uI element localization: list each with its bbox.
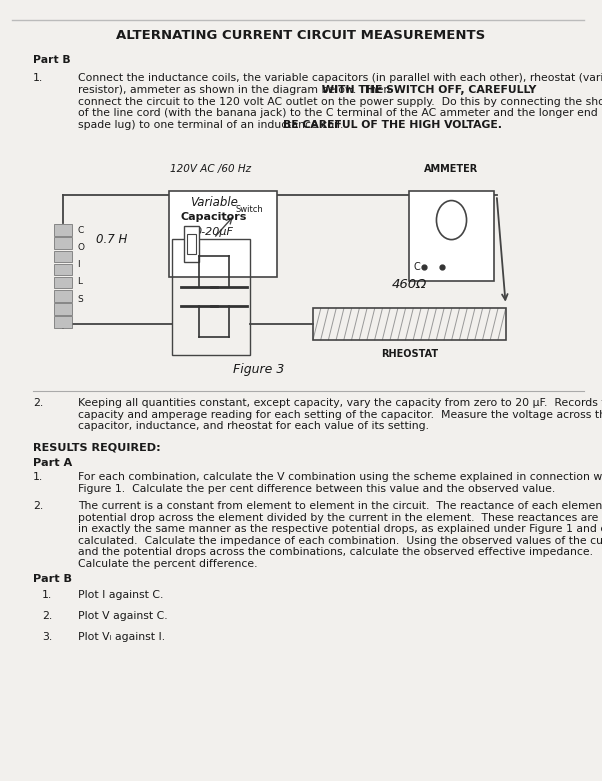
Bar <box>54 264 72 276</box>
Text: I: I <box>77 260 79 269</box>
Text: Figure 3: Figure 3 <box>233 363 285 376</box>
FancyBboxPatch shape <box>169 191 277 277</box>
Bar <box>54 251 72 262</box>
Bar <box>54 277 72 288</box>
Text: and the potential drops across the combinations, calculate the observed effectiv: and the potential drops across the combi… <box>78 547 593 558</box>
Bar <box>54 237 72 249</box>
Text: 1.: 1. <box>33 73 43 84</box>
Text: capacitor, inductance, and rheostat for each value of its setting.: capacitor, inductance, and rheostat for … <box>78 422 429 431</box>
Text: BE CAREFUL OF THE HIGH VOLTAGE.: BE CAREFUL OF THE HIGH VOLTAGE. <box>283 119 502 130</box>
Bar <box>54 290 72 301</box>
Text: spade lug) to one terminal of an inductance coil.: spade lug) to one terminal of an inducta… <box>78 119 350 130</box>
Bar <box>54 303 72 315</box>
Text: Switch: Switch <box>236 205 264 215</box>
Text: For each combination, calculate the V combination using the scheme explained in : For each combination, calculate the V co… <box>78 473 602 483</box>
Text: AMMETER: AMMETER <box>424 164 479 174</box>
Text: 2.: 2. <box>42 611 52 621</box>
Text: RESULTS REQUIRED:: RESULTS REQUIRED: <box>33 442 161 452</box>
Bar <box>172 239 250 355</box>
Text: of the line cord (with the banana jack) to the C terminal of the AC ammeter and : of the line cord (with the banana jack) … <box>78 108 602 118</box>
Text: Keeping all quantities constant, except capacity, vary the capacity from zero to: Keeping all quantities constant, except … <box>78 398 602 408</box>
Text: 0.7 H: 0.7 H <box>96 234 128 246</box>
Text: 460Ω: 460Ω <box>392 278 427 291</box>
Text: Variable: Variable <box>190 196 238 209</box>
Bar <box>187 234 196 254</box>
Text: connect the circuit to the 120 volt AC outlet on the power supply.  Do this by c: connect the circuit to the 120 volt AC o… <box>78 97 602 106</box>
Text: S: S <box>77 294 83 304</box>
Text: in exactly the same manner as the respective potential drops, as explained under: in exactly the same manner as the respec… <box>78 524 602 534</box>
Text: 120V AC /60 Hz: 120V AC /60 Hz <box>170 164 251 174</box>
Text: The current is a constant from element to element in the circuit.  The reactance: The current is a constant from element t… <box>78 501 602 512</box>
Text: calculated.  Calculate the impedance of each combination.  Using the observed va: calculated. Calculate the impedance of e… <box>78 536 602 546</box>
Text: RHEOSTAT: RHEOSTAT <box>381 349 438 359</box>
Bar <box>313 308 506 340</box>
Text: C: C <box>77 226 83 235</box>
Text: Plot V⁣ against C.: Plot V⁣ against C. <box>78 611 168 621</box>
Text: 1.: 1. <box>42 590 52 600</box>
Bar <box>184 226 199 262</box>
Text: Calculate the percent difference.: Calculate the percent difference. <box>78 559 258 569</box>
Text: O: O <box>77 243 84 252</box>
Text: Capacitors: Capacitors <box>181 212 247 222</box>
Text: 2.: 2. <box>33 501 43 512</box>
Text: 3.: 3. <box>42 632 52 642</box>
Bar <box>54 316 72 328</box>
Text: Plot Vₗ against I.: Plot Vₗ against I. <box>78 632 166 642</box>
Text: C: C <box>413 262 420 272</box>
Text: L: L <box>77 277 82 287</box>
Text: resistor), ammeter as shown in the diagram below.  Then: resistor), ammeter as shown in the diagr… <box>78 85 394 95</box>
Bar <box>54 224 72 236</box>
Text: 2.: 2. <box>33 398 43 408</box>
Text: Part A: Part A <box>33 458 72 469</box>
Text: Figure 1.  Calculate the per cent difference between this value and the observed: Figure 1. Calculate the per cent differe… <box>78 484 556 494</box>
Text: ALTERNATING CURRENT CIRCUIT MEASUREMENTS: ALTERNATING CURRENT CIRCUIT MEASUREMENTS <box>116 29 486 41</box>
Text: 1.: 1. <box>33 473 43 483</box>
Text: Part B: Part B <box>33 55 71 65</box>
Text: 0-20μF: 0-20μF <box>194 227 233 237</box>
Circle shape <box>436 201 467 240</box>
Text: Plot I against C.: Plot I against C. <box>78 590 164 600</box>
FancyBboxPatch shape <box>409 191 494 281</box>
Text: capacity and amperage reading for each setting of the capacitor.  Measure the vo: capacity and amperage reading for each s… <box>78 410 602 420</box>
Text: Part B: Part B <box>33 574 72 584</box>
Text: Connect the inductance coils, the variable capacitors (in parallel with each oth: Connect the inductance coils, the variab… <box>78 73 602 84</box>
Text: potential drop across the element divided by the current in the element.  These : potential drop across the element divide… <box>78 513 602 522</box>
Text: WITH THE SWITCH OFF, CAREFULLY: WITH THE SWITCH OFF, CAREFULLY <box>322 85 536 95</box>
